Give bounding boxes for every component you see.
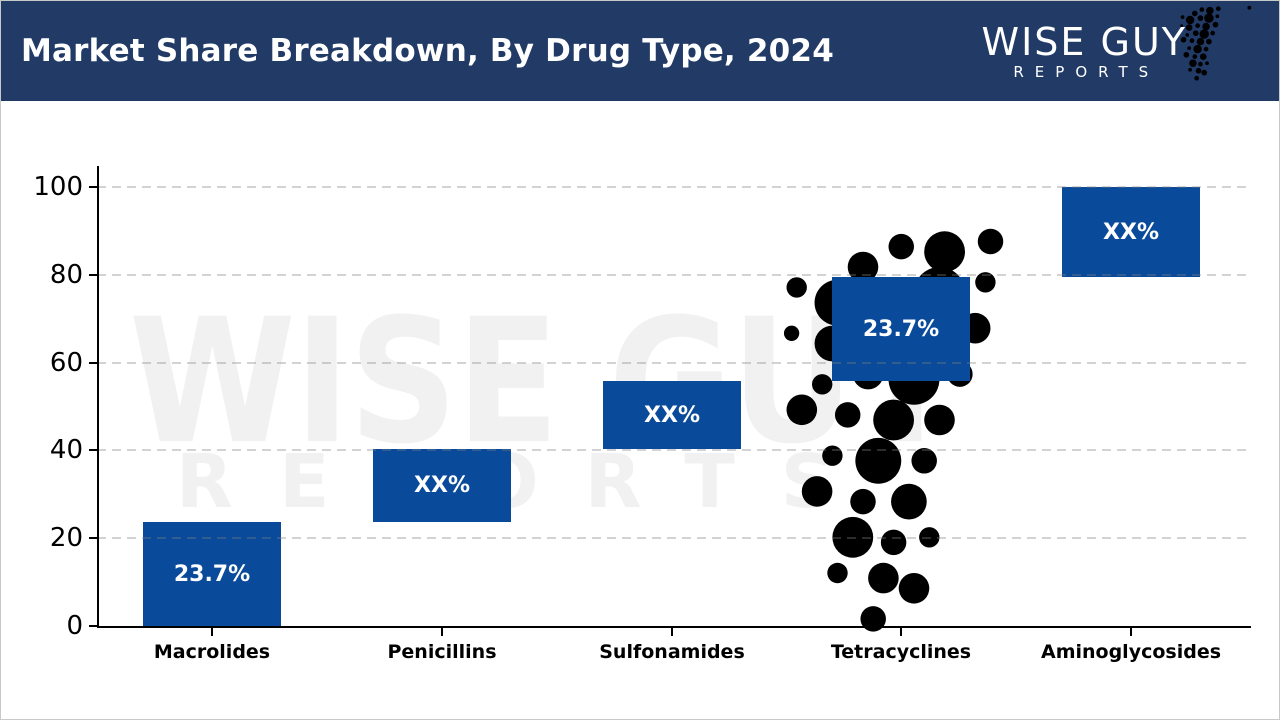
gridline-40 — [97, 449, 1251, 451]
page-title: Market Share Breakdown, By Drug Type, 20… — [21, 33, 834, 69]
gridline-60 — [97, 362, 1251, 364]
gridline-20 — [97, 537, 1251, 539]
x-tick — [900, 628, 902, 636]
wiseguy-head-icon — [1180, 5, 1252, 98]
logo-text: WISE GUY REPORTS — [982, 23, 1187, 80]
bar-value-label: XX% — [644, 402, 700, 428]
wiseguy-logo: WISE GUY REPORTS — [982, 4, 1279, 98]
y-tick-label: 40 — [49, 435, 83, 465]
x-tick — [441, 628, 443, 636]
y-tick-label: 60 — [49, 348, 83, 378]
y-tick-label: 20 — [49, 523, 83, 553]
waterfall-chart: 23.7% XX% XX% 23.7% XX% 0 20 40 60 80 100 Macrolide… — [1, 101, 1279, 719]
x-tick — [1130, 628, 1132, 636]
gridline-100 — [97, 186, 1251, 188]
x-axis-line — [97, 626, 1251, 628]
gridline-80 — [97, 274, 1251, 276]
y-tick-label: 80 — [49, 260, 83, 290]
y-tick — [89, 537, 97, 539]
x-category-label: Penicillins — [387, 641, 497, 663]
y-tick — [89, 186, 97, 188]
bar-tetracyclines: 23.7% — [832, 277, 970, 381]
x-tick — [671, 628, 673, 636]
bar-value-label: 23.7% — [173, 561, 251, 587]
chart-area: WISE GUY REPORTS 23.7% XX% XX% 23.7% XX% 0 20 4… — [1, 101, 1279, 719]
bar-macrolides: 23.7% — [143, 522, 281, 626]
bar-aminoglycosides: XX% — [1062, 187, 1200, 277]
x-category-label: Tetracyclines — [830, 641, 972, 663]
y-tick — [89, 274, 97, 276]
logo-subtitle: REPORTS — [1013, 62, 1160, 81]
y-tick — [89, 625, 97, 627]
y-tick-label: 0 — [66, 611, 83, 641]
bar-sulfonamides: XX% — [603, 381, 741, 449]
x-category-label: Macrolides — [153, 641, 271, 663]
y-axis-line — [97, 166, 99, 628]
bar-value-label: 23.7% — [862, 316, 940, 342]
bar-value-label: XX% — [1103, 219, 1159, 245]
x-category-label: Aminoglycosides — [1040, 641, 1222, 663]
x-tick — [211, 628, 213, 636]
header: Market Share Breakdown, By Drug Type, 20… — [1, 1, 1279, 101]
bar-value-label: XX% — [414, 473, 470, 498]
y-tick — [89, 449, 97, 451]
bar-penicillins: XX% — [373, 449, 511, 522]
x-category-label: Sulfonamides — [599, 641, 745, 663]
y-tick-label: 100 — [33, 172, 83, 202]
logo-wordmark: WISE GUY — [981, 19, 1187, 64]
y-tick — [89, 362, 97, 364]
